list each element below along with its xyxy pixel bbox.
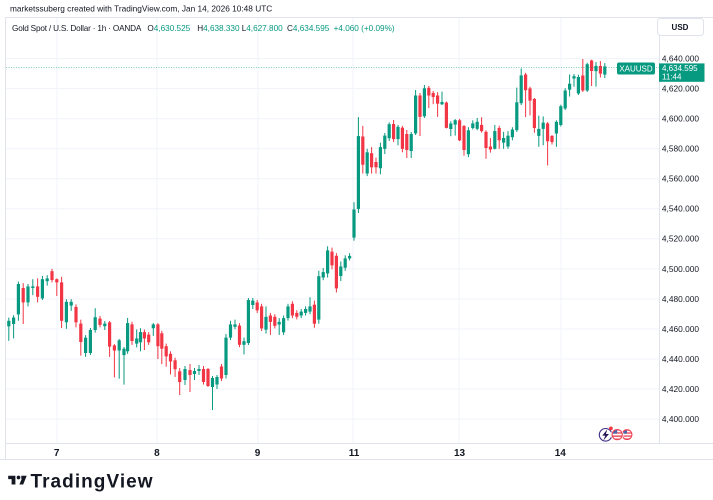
svg-text:4,540.000: 4,540.000 [662, 204, 699, 214]
svg-text:H4,638.330: H4,638.330 [197, 24, 240, 33]
svg-text:4,600.000: 4,600.000 [662, 114, 699, 124]
svg-text:C4,634.595: C4,634.595 [287, 24, 330, 33]
svg-text:+4.060 (+0.09%): +4.060 (+0.09%) [334, 24, 395, 33]
svg-text:L4,627.800: L4,627.800 [242, 24, 283, 33]
svg-text:11: 11 [349, 448, 360, 459]
svg-text:4,640.000: 4,640.000 [662, 54, 699, 64]
svg-text:4,560.000: 4,560.000 [662, 174, 699, 184]
svg-text:TradingView: TradingView [31, 471, 154, 492]
svg-text:4,480.000: 4,480.000 [662, 294, 699, 304]
svg-text:Gold Spot / U.S. Dollar · 1h ·: Gold Spot / U.S. Dollar · 1h · OANDA [12, 24, 142, 33]
svg-text:4,620.000: 4,620.000 [662, 84, 699, 94]
svg-text:4,400.000: 4,400.000 [662, 414, 699, 424]
svg-text:4,500.000: 4,500.000 [662, 264, 699, 274]
svg-text:4,634.595: 4,634.595 [662, 64, 698, 73]
svg-text:7: 7 [54, 448, 60, 459]
svg-text:13: 13 [454, 448, 466, 459]
svg-text:4,440.000: 4,440.000 [662, 354, 699, 364]
svg-text:4,580.000: 4,580.000 [662, 144, 699, 154]
svg-text:marketssuberg created with Tra: marketssuberg created with TradingView.c… [10, 4, 272, 14]
svg-text:11:44: 11:44 [662, 73, 682, 82]
svg-text:9: 9 [255, 448, 261, 459]
svg-text:4,520.000: 4,520.000 [662, 234, 699, 244]
svg-text:XAUUSD: XAUUSD [619, 64, 653, 73]
svg-text:14: 14 [555, 448, 567, 459]
svg-text:4,460.000: 4,460.000 [662, 324, 699, 334]
svg-text:4,420.000: 4,420.000 [662, 384, 699, 394]
svg-text:O4,630.525: O4,630.525 [147, 24, 190, 33]
svg-text:USD: USD [672, 23, 689, 32]
svg-text:8: 8 [154, 448, 160, 459]
